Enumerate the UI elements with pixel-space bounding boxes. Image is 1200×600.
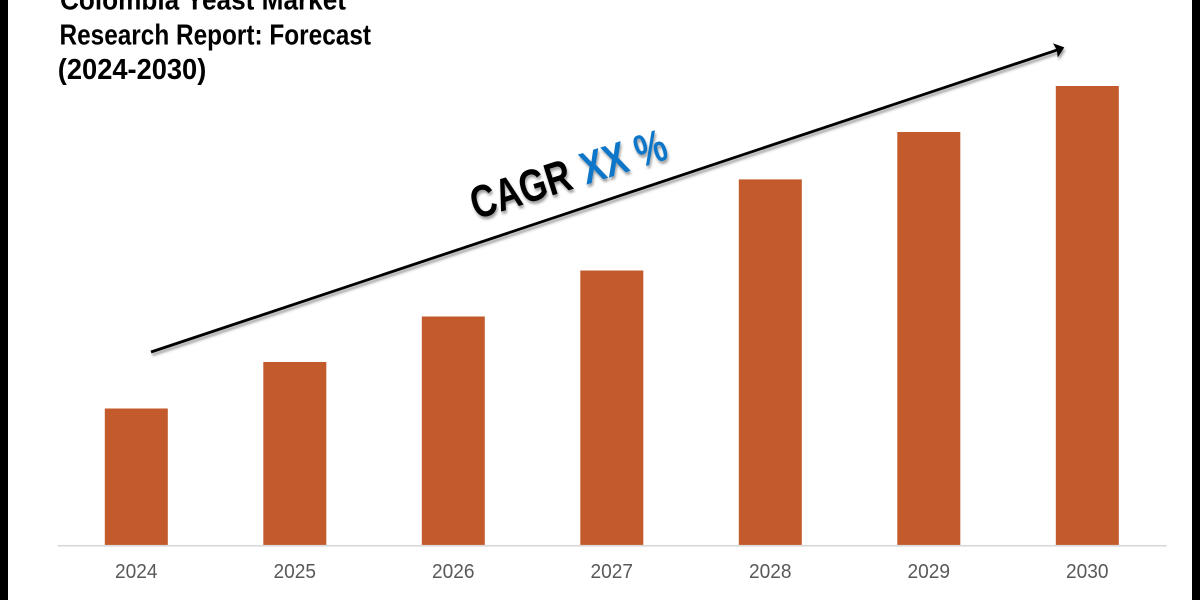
svg-text:CAGR: CAGR bbox=[464, 149, 578, 229]
svg-text:2026: 2026 bbox=[432, 561, 475, 583]
svg-text:2025: 2025 bbox=[274, 561, 317, 583]
svg-text:2028: 2028 bbox=[749, 561, 792, 583]
svg-text:2024: 2024 bbox=[115, 561, 158, 583]
svg-text:2029: 2029 bbox=[908, 561, 951, 583]
svg-text:Colombia Yeast Market: Colombia Yeast Market bbox=[60, 0, 346, 17]
svg-text:2030: 2030 bbox=[1066, 561, 1109, 583]
svg-text:(2024-2030): (2024-2030) bbox=[58, 54, 207, 86]
svg-text:Research Report: Forecast: Research Report: Forecast bbox=[60, 19, 372, 51]
svg-text:2027: 2027 bbox=[591, 561, 634, 583]
